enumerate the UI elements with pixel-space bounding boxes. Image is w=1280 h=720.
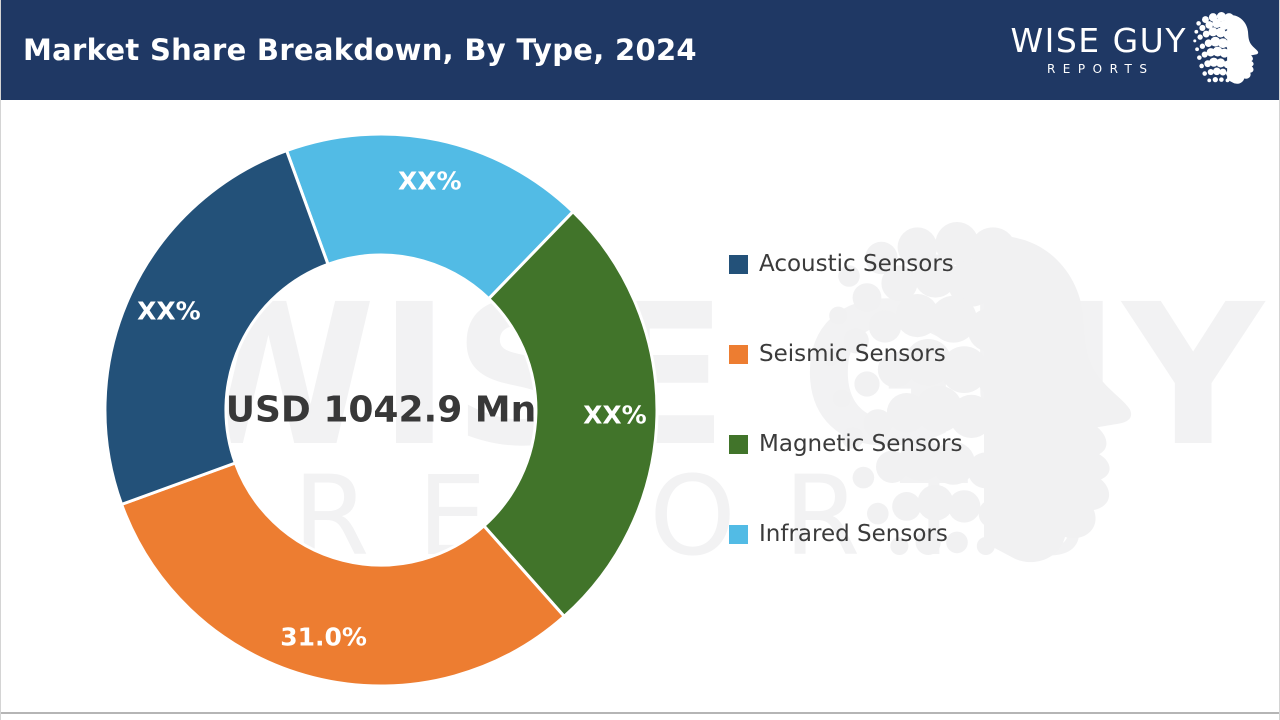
header: Market Share Breakdown, By Type, 2024 WI… (1, 0, 1279, 100)
slice-label: XX% (583, 401, 647, 430)
logo-wordmark: WISE GUY (1010, 21, 1187, 60)
legend-swatch (729, 254, 748, 274)
page-title: Market Share Breakdown, By Type, 2024 (23, 33, 697, 67)
donut-slice-infrared-sensors (285, 132, 575, 301)
logo-subtitle: REPORTS (1046, 62, 1155, 76)
legend-item-magnetic-sensors: Magnetic Sensors (729, 430, 962, 458)
legend-label: Acoustic Sensors (759, 250, 954, 277)
donut-slice-magnetic-sensors (482, 210, 659, 618)
donut-chart: XX% XX% 31.0% XX% (103, 132, 659, 688)
chart-area: WISE GUY REPORTS XX% XX% 31.0% XX% USD 1042… (1, 100, 1279, 720)
legend-swatch (729, 524, 748, 544)
legend-item-infrared-sensors: Infrared Sensors (729, 520, 962, 548)
donut-slice-acoustic-sensors (103, 149, 330, 506)
bottom-divider (1, 712, 1279, 714)
legend-label: Magnetic Sensors (759, 430, 963, 457)
wiseguy-logo: WISE GUY REPORTS (1010, 0, 1267, 100)
legend: Acoustic Sensors Seismic Sensors Magnetic … (729, 250, 962, 610)
slice-label: XX% (137, 297, 201, 326)
legend-label: Seismic Sensors (759, 340, 946, 367)
donut-center-value: USD 1042.9 Mn (225, 389, 537, 431)
legend-swatch (729, 434, 748, 454)
legend-item-acoustic-sensors: Acoustic Sensors (729, 250, 962, 278)
slice-label: 31.0% (280, 622, 367, 651)
legend-label: Infrared Sensors (759, 520, 948, 547)
wiseguy-face-icon (1193, 12, 1259, 84)
donut-slice-seismic-sensors (120, 461, 566, 688)
legend-swatch (729, 344, 748, 364)
slice-label: XX% (398, 167, 462, 196)
legend-item-seismic-sensors: Seismic Sensors (729, 340, 962, 368)
